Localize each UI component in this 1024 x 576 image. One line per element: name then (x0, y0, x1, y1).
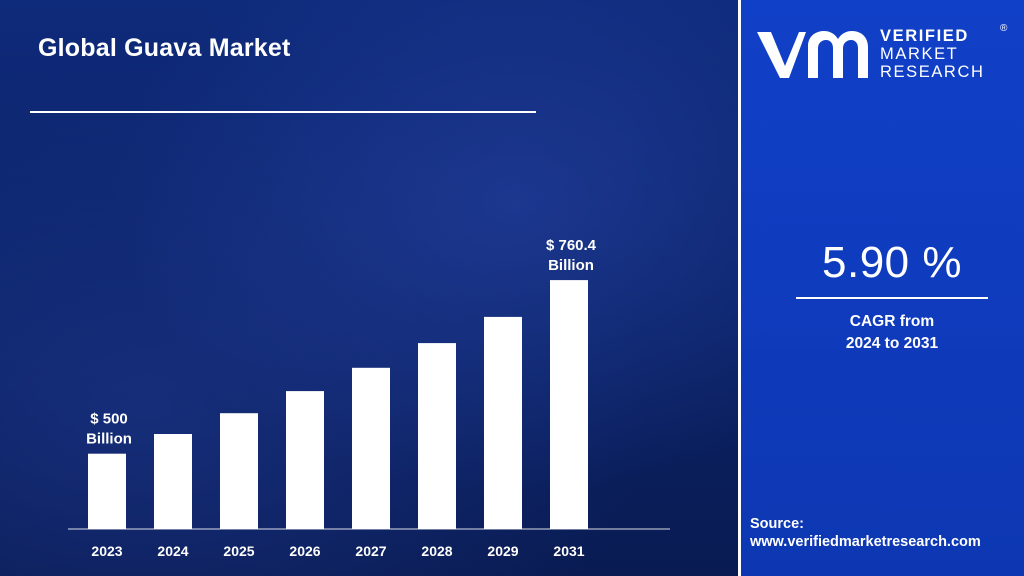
summary-panel (741, 0, 1024, 576)
brand-name-line-3: RESEARCH (880, 63, 985, 81)
bar-chart: $ 500 Billion $ 760.4 Billion 2023 2024 2025 2… (68, 237, 670, 559)
x-tick-label-2028: 2028 (421, 543, 452, 559)
source-url: www.verifiedmarketresearch.com (750, 534, 981, 550)
panel-divider (738, 0, 741, 576)
bar-2027 (352, 367, 390, 529)
x-tick-label-2025: 2025 (223, 543, 254, 559)
data-label-2031-line-2: Billion (548, 257, 594, 274)
x-tick-label-2029: 2029 (487, 543, 518, 559)
vmr-logo-mark-icon (757, 31, 868, 78)
x-tick-label-2026: 2026 (289, 543, 320, 559)
cagr-label: CAGR from 2024 to 2031 (796, 311, 988, 355)
x-tick-label-2023: 2023 (91, 543, 122, 559)
bar-2023 (88, 453, 126, 529)
title-underline (30, 111, 536, 113)
x-tick-label-2024: 2024 (157, 543, 188, 559)
data-label-2023-line-1: $ 500 (90, 411, 128, 428)
bar-2026 (286, 391, 324, 529)
registered-mark: ® (1000, 23, 1008, 34)
brand-name-line-2: MARKET (880, 45, 959, 63)
x-tick-label-2031: 2031 (553, 543, 584, 559)
chart-title: Global Guava Market (38, 34, 291, 62)
data-label-2023-line-2: Billion (86, 431, 132, 448)
brand-name-line-1: VERIFIED (880, 27, 969, 45)
bar-2025 (220, 413, 258, 529)
cagr-divider (796, 297, 988, 299)
cagr-label-line-2: 2024 to 2031 (845, 335, 939, 352)
source-note: Source: www.verifiedmarketresearch.com (750, 515, 981, 551)
x-tick-label-2027: 2027 (355, 543, 386, 559)
cagr-label-line-1: CAGR from (849, 313, 935, 330)
bar-2031 (550, 280, 588, 529)
source-label: Source: (750, 516, 804, 532)
cagr-value: 5.90 % (822, 238, 962, 287)
bar-2024 (154, 434, 192, 529)
bar-2028 (418, 343, 456, 529)
vmr-logo: VERIFIED MARKET RESEARCH ® (754, 23, 1014, 86)
bar-2029 (484, 316, 522, 529)
data-label-2031-line-1: $ 760.4 (546, 237, 597, 254)
